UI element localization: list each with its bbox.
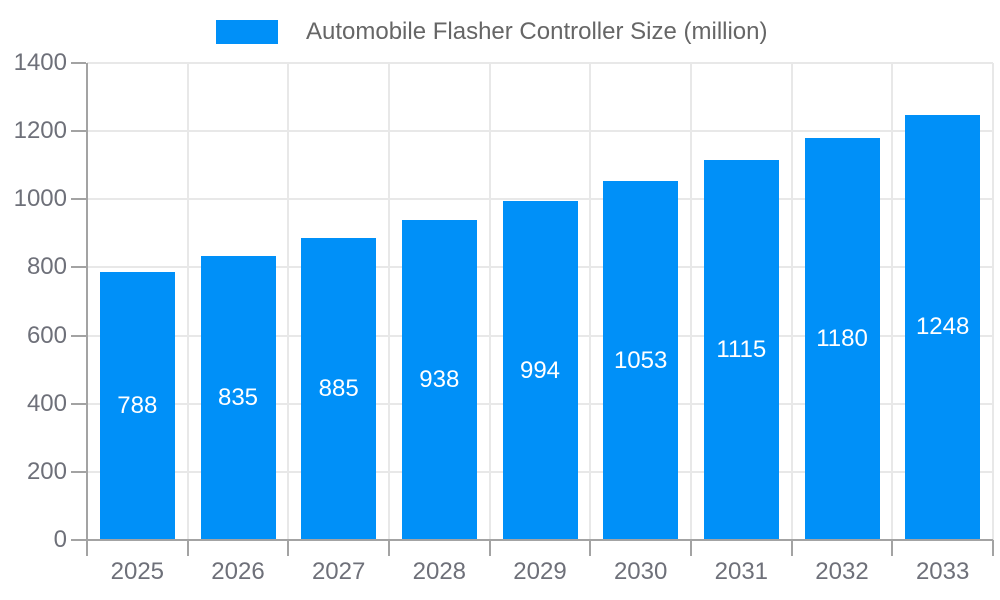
x-axis-category-label: 2030 [613, 558, 668, 585]
bar-value-label: 1115 [716, 336, 767, 364]
y-axis-tick [71, 470, 86, 473]
x-axis-category-label: 2025 [110, 558, 165, 585]
x-axis-category-label: 2033 [915, 558, 970, 585]
bar-2030[interactable]: 1053 [603, 181, 679, 540]
x-gridline [488, 63, 491, 540]
y-axis-tick-label: 400 [26, 389, 67, 417]
bar-value-label: 885 [318, 375, 359, 403]
y-axis-tick-label: 200 [26, 457, 67, 485]
bar-2027[interactable]: 885 [301, 238, 377, 540]
bar-2031[interactable]: 1115 [703, 160, 779, 540]
legend[interactable]: Automobile Flasher Controller Size (mill… [216, 19, 768, 45]
x-gridline [891, 63, 894, 540]
x-axis-tick [992, 540, 994, 556]
bar-value-label: 1180 [816, 324, 868, 352]
bar-value-label: 1053 [613, 346, 668, 374]
bar-value-label: 788 [117, 391, 158, 419]
x-gridline [790, 63, 793, 540]
bar-2025[interactable]: 788 [99, 271, 175, 540]
y-axis-tick [71, 62, 86, 64]
bar-2033[interactable]: 1248 [905, 114, 981, 540]
x-axis-tick [287, 540, 290, 556]
bar-2028[interactable]: 938 [401, 220, 477, 540]
legend-label: Automobile Flasher Controller Size (mill… [306, 18, 768, 45]
plot-area: 0 200 400 600 800 1000 1200 1400 788 2025 835 2026 8… [14, 50, 994, 585]
x-axis-category-label: 2028 [412, 558, 467, 585]
x-axis-tick [86, 540, 88, 556]
y-axis-line [86, 63, 88, 540]
y-axis-tick-label: 1400 [13, 49, 67, 76]
x-gridline [992, 63, 994, 540]
y-axis-tick-label: 1000 [13, 185, 67, 213]
y-axis-tick [71, 130, 86, 133]
bar-value-label: 1248 [915, 313, 970, 341]
x-axis-category-label: 2026 [211, 558, 265, 585]
x-axis-tick [488, 540, 491, 556]
bar-value-label: 994 [519, 356, 561, 384]
bar-value-label: 938 [419, 366, 460, 394]
x-axis-tick [388, 540, 390, 556]
x-axis-category-label: 2029 [513, 558, 567, 585]
bar-2029[interactable]: 994 [502, 201, 578, 540]
legend-swatch-icon [216, 20, 278, 44]
y-gridline [87, 198, 993, 201]
y-axis-tick [71, 334, 86, 337]
x-axis-category-label: 2032 [815, 558, 869, 585]
x-gridline [589, 63, 592, 540]
x-axis-category-label: 2031 [714, 558, 769, 585]
y-axis-tick [71, 266, 86, 269]
x-gridline [287, 63, 290, 540]
x-axis-category-label: 2027 [311, 558, 366, 585]
x-axis-tick [690, 540, 692, 556]
bar-value-label: 835 [217, 383, 259, 411]
x-axis-tick [790, 540, 793, 556]
x-axis-tick [186, 540, 189, 556]
x-gridline [690, 63, 692, 540]
x-axis-line [87, 539, 993, 541]
x-gridline [186, 63, 189, 540]
y-axis-tick-label: 1200 [13, 117, 67, 145]
y-gridline [87, 130, 993, 133]
y-axis-tick-label: 800 [26, 253, 67, 281]
y-axis-tick-label: 0 [53, 526, 67, 553]
x-gridline [388, 63, 390, 540]
x-axis-tick [891, 540, 894, 556]
x-axis-tick [589, 540, 592, 556]
y-gridline [87, 62, 993, 64]
y-axis-tick [71, 198, 86, 201]
y-axis-tick [71, 402, 86, 405]
y-axis-tick-label: 600 [26, 321, 67, 349]
bar-2032[interactable]: 1180 [804, 137, 880, 540]
y-axis-tick [71, 539, 86, 541]
bar-2026[interactable]: 835 [200, 255, 276, 540]
